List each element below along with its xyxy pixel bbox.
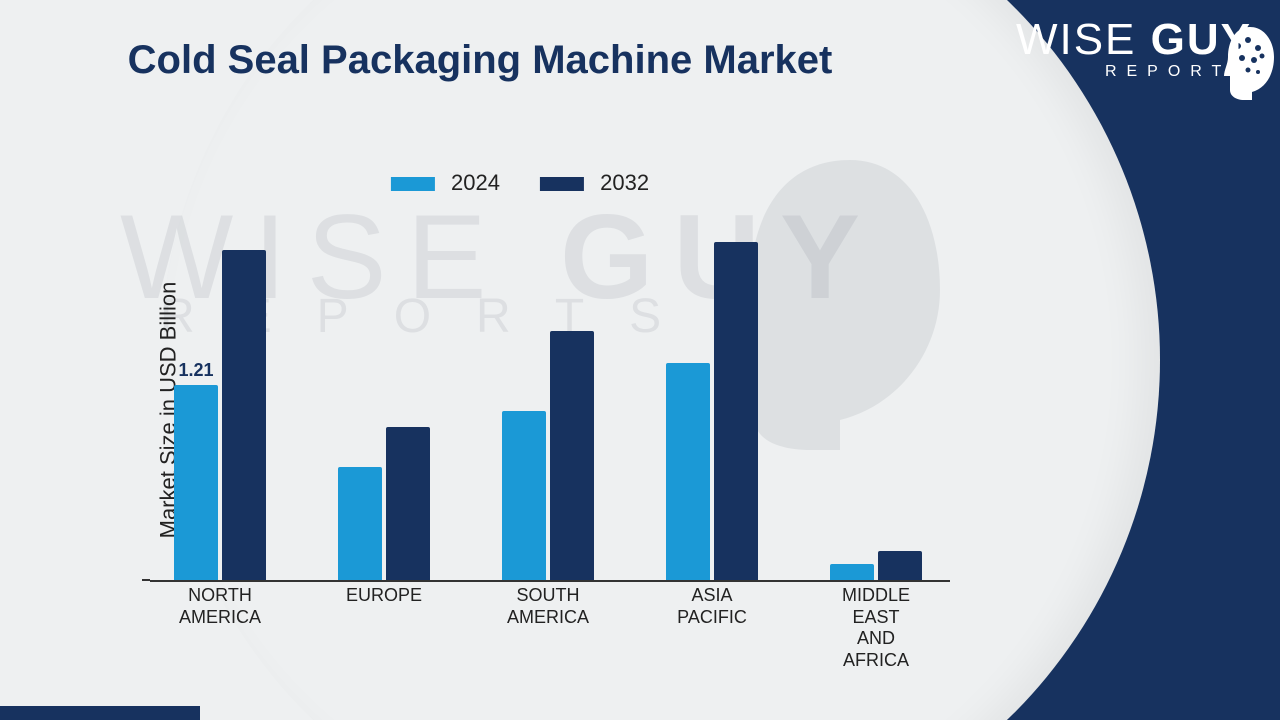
plot-area: 1.21: [150, 210, 950, 582]
bar: [666, 363, 710, 580]
category-label: SOUTHAMERICA: [478, 585, 618, 628]
bar: [550, 331, 594, 580]
bottom-accent-strip: [0, 706, 200, 720]
bar: [878, 551, 922, 580]
legend-swatch-2032: [540, 177, 584, 191]
brand-logo: WISE GUY REPORTS: [1016, 18, 1252, 80]
category-label: MIDDLEEASTANDAFRICA: [806, 585, 946, 671]
legend-swatch-2024: [391, 177, 435, 191]
legend: 2024 2032: [391, 170, 649, 196]
bar: [386, 427, 430, 580]
logo-subtext: REPORTS: [1016, 64, 1252, 80]
bar: [830, 564, 874, 580]
logo-word-a: WISE: [1016, 15, 1136, 64]
legend-label-2024: 2024: [451, 170, 500, 195]
canvas: WISE GUY REPORTS Cold Seal Packaging Mac…: [0, 0, 1280, 720]
chart-title: Cold Seal Packaging Machine Market: [0, 38, 960, 83]
legend-item-2024: 2024: [391, 170, 500, 196]
bar: [222, 250, 266, 580]
legend-label-2032: 2032: [600, 170, 649, 195]
value-label: 1.21: [178, 360, 213, 381]
bar: [174, 385, 218, 580]
category-label: ASIAPACIFIC: [642, 585, 782, 628]
bar: [714, 242, 758, 580]
category-label: NORTHAMERICA: [150, 585, 290, 628]
axis-tick: [142, 579, 150, 581]
category-label: EUROPE: [314, 585, 454, 607]
bar-chart: Market Size in USD Billion 2024 2032 1.2…: [70, 160, 970, 660]
bar: [338, 467, 382, 580]
logo-word-b: GUY: [1151, 15, 1252, 64]
bar: [502, 411, 546, 580]
legend-item-2032: 2032: [540, 170, 649, 196]
